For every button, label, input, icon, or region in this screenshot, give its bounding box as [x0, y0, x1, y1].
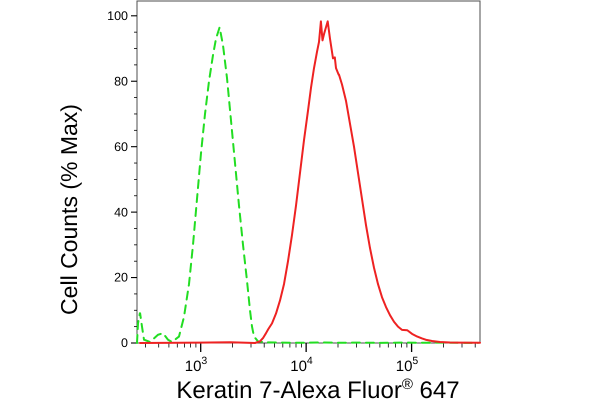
svg-text:80: 80 — [114, 74, 128, 88]
svg-text:60: 60 — [114, 140, 128, 154]
svg-text:20: 20 — [114, 271, 128, 285]
svg-text:100: 100 — [107, 9, 128, 23]
svg-text:103: 103 — [185, 355, 208, 375]
svg-text:Cell Counts (% Max): Cell Counts (% Max) — [56, 104, 82, 315]
svg-text:105: 105 — [396, 355, 419, 375]
svg-text:104: 104 — [290, 355, 313, 375]
svg-text:40: 40 — [114, 205, 128, 219]
svg-text:Keratin 7-Alexa Fluor® 647: Keratin 7-Alexa Fluor® 647 — [176, 376, 459, 404]
svg-text:0: 0 — [121, 336, 128, 350]
